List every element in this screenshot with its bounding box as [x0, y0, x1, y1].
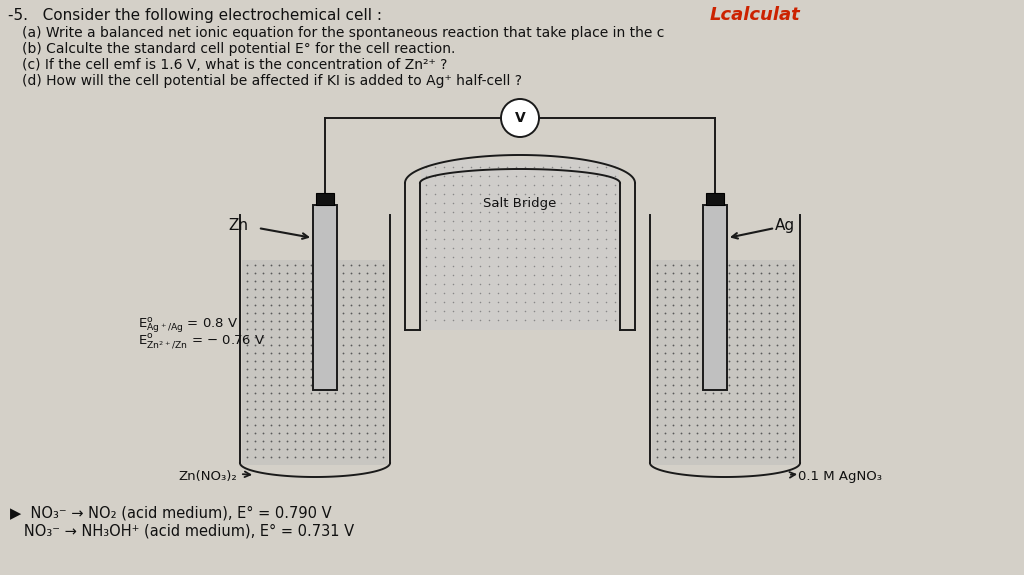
FancyBboxPatch shape	[421, 160, 618, 330]
Text: Salt Bridge: Salt Bridge	[483, 197, 557, 210]
Bar	[316, 193, 334, 205]
Circle shape	[501, 99, 539, 137]
Text: Lcalculat: Lcalculat	[710, 6, 801, 24]
Text: V: V	[515, 111, 525, 125]
Text: $\mathregular{E^o_{Zn^{2+}/Zn}}$ = − 0.76 V: $\mathregular{E^o_{Zn^{2+}/Zn}}$ = − 0.7…	[138, 333, 265, 351]
Text: (d) How will the cell potential be affected if KI is added to Ag⁺ half-cell ?: (d) How will the cell potential be affec…	[22, 74, 522, 88]
Text: (a) Write a balanced net ionic equation for the spontaneous reaction that take p: (a) Write a balanced net ionic equation …	[22, 26, 665, 40]
Text: NO₃⁻ → NH₃OH⁺ (acid medium), E° = 0.731 V: NO₃⁻ → NH₃OH⁺ (acid medium), E° = 0.731 …	[10, 524, 354, 539]
Text: (c) If the cell emf is 1.6 V, what is the concentration of Zn²⁺ ?: (c) If the cell emf is 1.6 V, what is th…	[22, 58, 447, 72]
Text: Zn(NO₃)₂: Zn(NO₃)₂	[178, 470, 237, 483]
FancyBboxPatch shape	[652, 260, 798, 465]
Text: 0.1 M AgNO₃: 0.1 M AgNO₃	[798, 470, 882, 483]
Bar	[703, 205, 727, 390]
Text: ▶  NO₃⁻ → NO₂ (acid medium), E° = 0.790 V: ▶ NO₃⁻ → NO₂ (acid medium), E° = 0.790 V	[10, 505, 332, 520]
Text: -5.   Consider the following electrochemical cell :: -5. Consider the following electrochemic…	[8, 8, 382, 23]
Text: Zn: Zn	[228, 218, 248, 233]
FancyBboxPatch shape	[242, 260, 388, 465]
Bar	[706, 193, 724, 205]
Text: $\mathregular{E^o_{Ag^+/Ag}}$ = 0.8 V: $\mathregular{E^o_{Ag^+/Ag}}$ = 0.8 V	[138, 315, 239, 335]
Bar	[313, 205, 337, 390]
Text: Ag: Ag	[775, 218, 795, 233]
Text: (b) Calculte the standard cell potential E° for the cell reaction.: (b) Calculte the standard cell potential…	[22, 42, 456, 56]
